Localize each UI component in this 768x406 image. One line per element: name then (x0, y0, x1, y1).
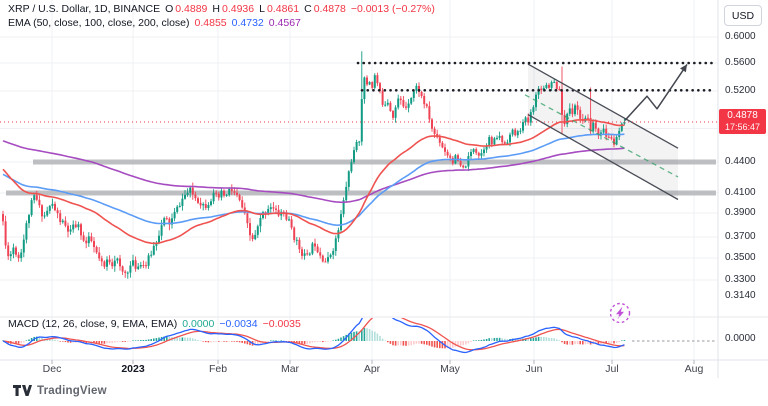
channel-upper-trendline[interactable] (527, 63, 679, 149)
dashed-green-trendline[interactable] (524, 94, 679, 178)
ohlc-high: H 0.4936 (212, 3, 255, 15)
ema-legend[interactable]: EMA (50, close, 100, close, 200, close) … (8, 17, 301, 29)
ema100-value: 0.4732 (231, 17, 264, 29)
ema50-value: 0.4855 (194, 17, 227, 29)
time-axis-label: Jul (605, 363, 619, 375)
price-axis[interactable]: 0.4878 17:56:47 0.6000 0.5600 0.5200 0.4400… (718, 0, 768, 360)
ema50-line[interactable] (2, 119, 625, 245)
price-axis-label: 0.3140 (725, 290, 756, 301)
last-price-badge: 0.4878 17:56:47 (719, 109, 766, 134)
macd-legend[interactable]: MACD (12, 26, close, 9, EMA, EMA) 0.0000… (8, 318, 301, 330)
tradingview-logo-text: TradingView (37, 385, 107, 397)
ohlc-open: O 0.4889 (165, 3, 208, 15)
price-axis-label: 0.4100 (725, 187, 756, 198)
gridlines (0, 0, 718, 360)
tradingview-logo[interactable]: TradingView (13, 385, 107, 397)
macd-legend-title: MACD (12, 26, close, 9, EMA, EMA) (8, 318, 178, 330)
time-axis-label: Jun (525, 363, 543, 375)
price-axis-label: 0.3500 (725, 252, 756, 263)
macd-axis-label: 0.0000 (725, 333, 756, 344)
macd-signal-value: −0.0035 (262, 318, 301, 330)
breakout-arrow-head (680, 64, 687, 73)
change-value: −0.0013 (−0.27%) (350, 3, 435, 15)
price-axis-label: 0.3700 (725, 231, 756, 242)
macd-main-line (2, 318, 625, 354)
time-axis-label: Dec (42, 363, 62, 375)
support-zone-bands[interactable] (6, 159, 716, 196)
time-axis-label: 2023 (121, 363, 145, 375)
lightning-sticker[interactable] (609, 302, 631, 324)
bar-countdown: 17:56:47 (724, 122, 761, 132)
symbol-title[interactable]: XRP / U.S. Dollar, 1D, BINANCE (8, 3, 161, 15)
time-axis-label: Mar (280, 363, 300, 375)
price-axis-label: 0.3900 (725, 207, 756, 218)
price-axis-label: 0.5200 (725, 85, 756, 96)
last-price-value: 0.4878 (727, 110, 758, 121)
currency-toggle-button[interactable]: USD (724, 5, 762, 26)
ema200-value: 0.4567 (268, 17, 301, 29)
macd-line-value: −0.0034 (219, 318, 258, 330)
time-axis-label: Apr (363, 363, 381, 375)
symbol-legend[interactable]: XRP / U.S. Dollar, 1D, BINANCE O 0.4889 H… (8, 3, 435, 15)
time-axis-label: Aug (684, 363, 704, 375)
time-axis-label: Feb (208, 363, 228, 375)
ema200-line[interactable] (2, 140, 625, 204)
ohlc-low: L 0.4861 (259, 3, 300, 15)
time-axis[interactable]: Dec 2023 Feb Mar Apr May Jun Jul Aug (0, 360, 768, 378)
ema-legend-title: EMA (50, close, 100, close, 200, close) (8, 17, 190, 29)
price-axis-label: 0.5600 (725, 57, 756, 68)
price-axis-label: 0.4400 (725, 156, 756, 167)
price-axis-label: 0.6000 (725, 31, 756, 42)
macd-pane (2, 318, 626, 354)
ohlc-close: C 0.4878 (304, 3, 346, 15)
ema100-line[interactable] (2, 133, 625, 226)
macd-hist-value: 0.0000 (182, 318, 215, 330)
channel-lower-trendline[interactable] (527, 114, 679, 201)
price-axis-label: 0.3300 (725, 274, 756, 285)
time-axis-label: May (440, 363, 460, 375)
lightning-bolt-icon (616, 306, 624, 320)
tradingview-logo-icon (13, 385, 32, 396)
breakout-arrow[interactable] (624, 63, 688, 121)
macd-signal-line (2, 318, 625, 351)
